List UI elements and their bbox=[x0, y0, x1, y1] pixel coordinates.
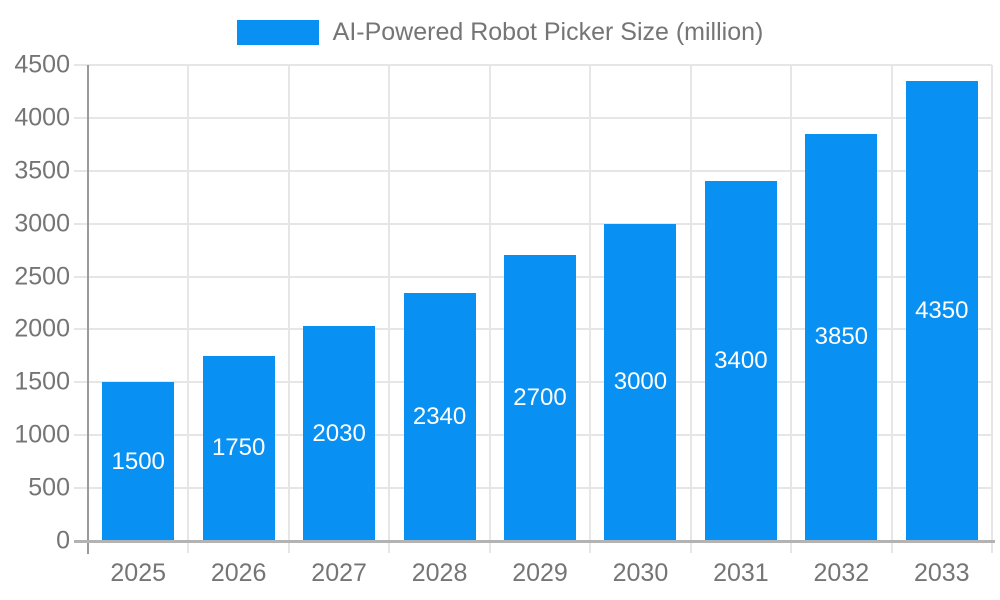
bar-2033: 4350 bbox=[905, 80, 978, 541]
h-gridline bbox=[74, 116, 992, 119]
y-tick-label: 3500 bbox=[14, 156, 70, 185]
bar-value-label: 3400 bbox=[714, 347, 768, 375]
v-gridline bbox=[991, 65, 993, 553]
y-tick-label: 3000 bbox=[14, 209, 70, 238]
y-axis-line bbox=[87, 65, 89, 554]
bar-2031: 3400 bbox=[704, 181, 777, 541]
y-tick-label: 2000 bbox=[14, 314, 70, 343]
bar-value-label: 2340 bbox=[412, 403, 467, 431]
bar-value-label: 1500 bbox=[111, 447, 165, 475]
y-tick-label: 4000 bbox=[14, 103, 70, 132]
x-tick-label: 2025 bbox=[110, 559, 167, 587]
bar-value-label: 2030 bbox=[312, 419, 366, 447]
bar-2028: 2340 bbox=[403, 293, 476, 541]
bar-value-label: 1750 bbox=[211, 434, 266, 462]
x-tick-label: 2027 bbox=[311, 559, 367, 587]
bar-value-label: 2700 bbox=[513, 384, 567, 412]
bar-value-label: 4350 bbox=[915, 296, 969, 324]
bar-value-label: 3850 bbox=[814, 323, 869, 351]
v-gridline bbox=[187, 65, 190, 553]
v-gridline bbox=[287, 65, 290, 553]
x-tick-label: 2026 bbox=[210, 559, 267, 587]
x-tick-label: 2031 bbox=[713, 559, 769, 587]
v-gridline bbox=[790, 65, 793, 553]
v-gridline bbox=[890, 65, 893, 553]
x-tick-label: 2033 bbox=[913, 559, 970, 587]
plot-area: 1500 1750 2030 2340 2700 3000 3400 3850 4350 bbox=[74, 64, 995, 554]
x-tick-label: 2029 bbox=[512, 559, 568, 587]
bar-2026: 1750 bbox=[202, 355, 275, 541]
v-gridline bbox=[488, 65, 491, 553]
x-axis-line bbox=[74, 540, 995, 543]
h-gridline bbox=[74, 222, 992, 225]
v-gridline bbox=[689, 65, 692, 553]
y-tick-label: 4500 bbox=[14, 50, 70, 79]
h-gridline bbox=[74, 64, 992, 66]
y-tick-label: 2500 bbox=[14, 262, 70, 291]
y-tick-label: 1500 bbox=[14, 367, 70, 396]
bar-2030: 3000 bbox=[604, 223, 677, 541]
legend-swatch bbox=[236, 19, 319, 45]
legend-label: AI-Powered Robot Picker Size (million) bbox=[332, 17, 764, 46]
y-axis-tick-labels: 0 500 1000 1500 2000 2500 3000 3500 4000 4500 bbox=[0, 51, 70, 555]
bar-2027: 2030 bbox=[303, 326, 376, 541]
v-gridline bbox=[388, 65, 391, 553]
bar-2029: 2700 bbox=[504, 255, 576, 541]
bar-2025: 1500 bbox=[102, 382, 175, 541]
bar-2032: 3850 bbox=[805, 133, 878, 541]
x-tick-label: 2028 bbox=[411, 559, 468, 587]
bar-value-label: 3000 bbox=[613, 368, 668, 396]
x-axis-tick-labels: 2025 2026 2027 2028 2029 2030 2031 2032 2033 bbox=[88, 559, 992, 589]
x-tick-label: 2030 bbox=[612, 559, 669, 587]
h-gridline bbox=[74, 169, 992, 172]
v-gridline bbox=[589, 65, 592, 553]
y-tick-label: 500 bbox=[28, 473, 70, 502]
y-tick-label: 1000 bbox=[14, 420, 70, 449]
x-tick-label: 2032 bbox=[813, 559, 870, 587]
legend: AI-Powered Robot Picker Size (million) bbox=[0, 17, 1000, 47]
y-tick-label: 0 bbox=[56, 526, 70, 555]
